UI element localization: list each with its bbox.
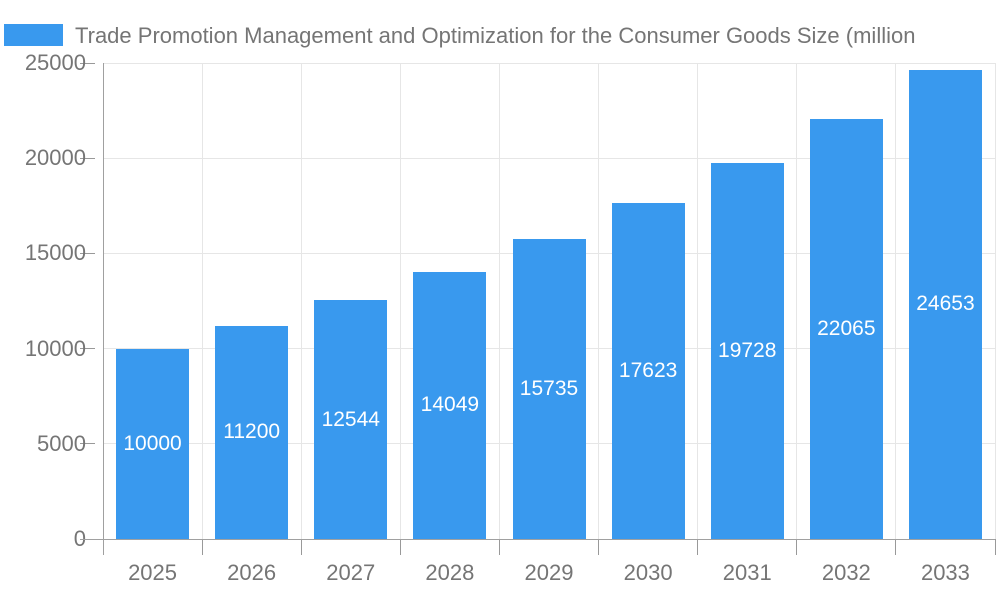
bar-value-label: 15735 [519, 377, 579, 401]
x-axis-label: 2025 [128, 560, 178, 585]
bar-2025[interactable] [116, 348, 190, 539]
y-axis-label: 15000 [24, 240, 86, 266]
x-axis-line [80, 538, 995, 540]
bar-value-label: 14049 [420, 393, 480, 417]
bar-2026[interactable] [215, 325, 289, 539]
y-axis-label: 0 [73, 526, 86, 551]
v-gridline [697, 63, 699, 539]
bar-value-label: 12544 [321, 407, 380, 431]
bar-value-label: 10000 [123, 431, 182, 455]
v-gridline [796, 63, 798, 539]
y-axis-tick [80, 252, 95, 254]
y-axis-label: 25000 [24, 50, 86, 75]
bar-2032[interactable] [809, 118, 883, 539]
y-axis-tick [80, 62, 95, 64]
bar-2031[interactable] [710, 163, 784, 539]
x-axis-tick [796, 539, 798, 555]
v-gridline [994, 63, 996, 539]
y-axis-label: 20000 [24, 145, 86, 171]
bar-value-label: 22065 [817, 316, 876, 340]
x-axis-tick [201, 539, 203, 555]
y-axis-tick [80, 443, 95, 445]
x-axis-tick [399, 539, 401, 555]
bar-value-label: 11200 [223, 420, 281, 444]
y-axis-tick [80, 348, 95, 350]
h-gridline [103, 62, 995, 64]
x-axis-label: 2027 [326, 560, 376, 585]
v-gridline [201, 63, 203, 539]
x-axis-tick [498, 539, 500, 555]
y-axis-tick [80, 157, 95, 159]
v-gridline [498, 63, 500, 539]
y-axis-label: 10000 [24, 335, 86, 361]
v-gridline [399, 63, 401, 539]
x-axis-label: 2033 [920, 560, 970, 585]
y-axis-line [102, 63, 104, 555]
bar-2028[interactable] [413, 271, 487, 539]
v-gridline [598, 63, 600, 539]
bar-2033[interactable] [908, 69, 982, 539]
bar-value-label: 24653 [916, 292, 975, 316]
x-axis-tick [300, 539, 302, 555]
y-axis-label: 5000 [37, 430, 86, 456]
x-axis-tick [895, 539, 897, 555]
chart-title: Trade Promotion Management and Optimizat… [75, 23, 916, 48]
v-gridline [895, 63, 897, 539]
bar-2030[interactable] [611, 203, 685, 539]
v-gridline [300, 63, 302, 539]
x-axis-label: 2032 [821, 560, 871, 585]
x-axis-tick [697, 539, 699, 555]
legend-swatch [4, 24, 63, 46]
bar-2029[interactable] [512, 239, 586, 539]
h-gridline [103, 157, 995, 159]
bar-value-label: 19728 [718, 339, 777, 363]
x-axis-tick [598, 539, 600, 555]
x-axis-tick [994, 539, 996, 555]
x-axis-label: 2031 [722, 560, 772, 585]
x-axis-label: 2030 [623, 560, 673, 585]
bar-2027[interactable] [314, 300, 388, 539]
bar-value-label: 17623 [618, 359, 678, 383]
x-axis-label: 2026 [227, 560, 277, 585]
x-axis-label: 2029 [524, 560, 574, 585]
x-axis-label: 2028 [425, 560, 475, 585]
